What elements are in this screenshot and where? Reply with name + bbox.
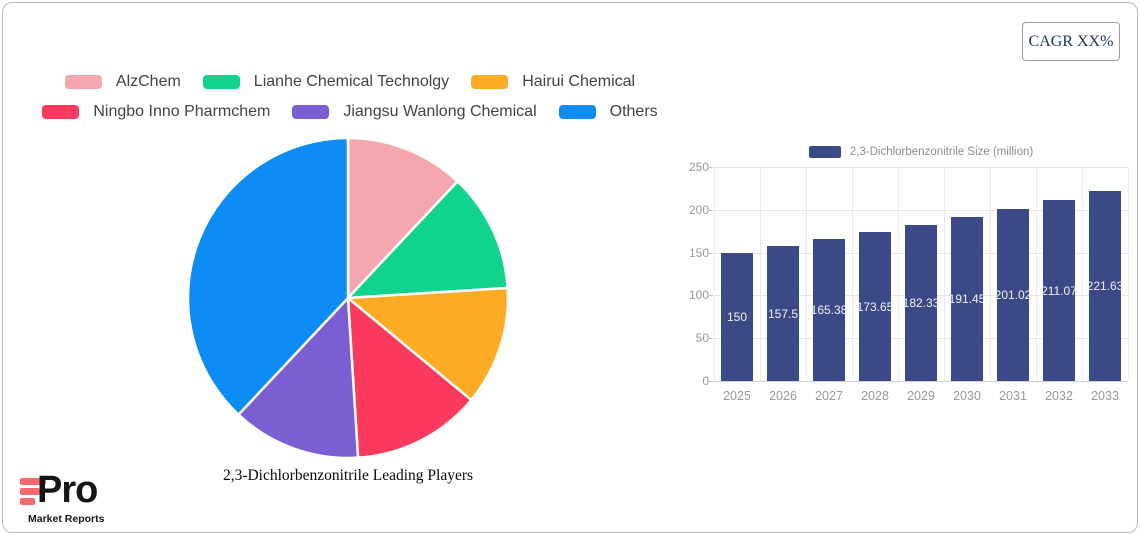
- legend-label: Ningbo Inno Pharmchem: [93, 103, 271, 120]
- bar-plot: 0 50 100 150 200 250 150 2025 157.5 2026 165.38 202…: [675, 140, 1140, 415]
- x-axis-tick-label: 2026: [769, 389, 797, 403]
- x-axis-tick-label: 2029: [907, 389, 935, 403]
- gridline-horizontal: [714, 209, 1128, 211]
- bar-series-legend[interactable]: 2,3-Dichlorbenzonitrile Size (million): [714, 146, 1128, 158]
- x-axis-tick-label: 2033: [1091, 389, 1119, 403]
- gridline-vertical: [1128, 167, 1129, 381]
- bar-2029: [905, 224, 937, 381]
- y-axis-tick-label: 0: [702, 374, 709, 388]
- y-axis-tick: [709, 252, 713, 254]
- logo-name: Pro: [37, 469, 98, 511]
- legend-item-ningbo-inno-pharmchem[interactable]: Ningbo Inno Pharmchem: [42, 103, 270, 121]
- pie-slice-hairui-chemical: [346, 286, 510, 402]
- legend-item-others[interactable]: Others: [558, 103, 658, 121]
- pie-slice-others: [186, 136, 350, 416]
- legend-label: AlzChem: [115, 73, 181, 90]
- pie-slice-alzchem: [346, 136, 459, 300]
- pie-slice-ningbo-inno-pharmchem: [346, 296, 473, 459]
- bar-legend-swatch: [808, 146, 841, 158]
- y-axis-tick-label: 100: [688, 288, 709, 303]
- bar-value-label: 191.45: [948, 292, 986, 307]
- legend-swatch: [558, 105, 596, 119]
- bar-2033: [1089, 191, 1121, 381]
- x-axis-tick-label: 2030: [953, 389, 981, 403]
- y-axis-tick-label: 250: [688, 160, 709, 174]
- gridline-vertical: [714, 167, 715, 381]
- bar-chart: 0 50 100 150 200 250 150 2025 157.5 2026 165.38 202…: [675, 140, 1140, 415]
- legend-item-jiangsu-wanlong-chemical[interactable]: Jiangsu Wanlong Chemical: [292, 103, 537, 121]
- pie-slice-jiangsu-wanlong-chemical: [237, 296, 360, 460]
- y-axis-tick-label: 50: [695, 331, 709, 346]
- legend-item-alzchem[interactable]: AlzChem: [64, 73, 181, 91]
- bar-2032: [1043, 200, 1075, 381]
- y-axis-tick: [709, 167, 713, 168]
- gridline-vertical: [852, 167, 853, 381]
- y-axis-tick-label: 200: [688, 202, 709, 217]
- bar-2027: [813, 239, 845, 381]
- legend-label: Hairui Chemical: [522, 73, 636, 90]
- legend-item-lianhe-chemical-technolgy[interactable]: Lianhe Chemical Technolgy: [202, 73, 450, 91]
- bar-2031: [997, 208, 1029, 381]
- gridline-vertical: [1036, 167, 1037, 381]
- pro-market-reports-logo: Pro Market Reports: [20, 471, 130, 528]
- legend-label: Lianhe Chemical Technolgy: [253, 73, 450, 90]
- y-axis-tick: [709, 338, 713, 340]
- legend-swatch: [42, 105, 80, 119]
- pie-slice-lianhe-chemical-technolgy: [346, 180, 509, 300]
- legend-label: Jiangsu Wanlong Chemical: [343, 103, 537, 120]
- y-axis-tick-label: 150: [688, 245, 709, 260]
- y-axis-tick: [709, 209, 713, 211]
- logo-bars-icon: [20, 478, 46, 505]
- bar-value-label: 201.02: [994, 287, 1032, 302]
- y-axis-tick: [709, 381, 713, 382]
- bar-2028: [859, 232, 891, 381]
- bar-legend-label: 2,3-Dichlorbenzonitrile Size (million): [849, 146, 1034, 158]
- bar-value-label: 173.65: [856, 299, 894, 314]
- legend-swatch: [292, 105, 330, 119]
- bar-2030: [951, 217, 983, 381]
- gridline-vertical: [1082, 167, 1083, 381]
- pie-legend: AlzChem Lianhe Chemical Technolgy Hairui C…: [10, 73, 690, 121]
- x-axis-tick-label: 2027: [815, 389, 843, 403]
- gridline-vertical: [898, 167, 899, 381]
- gridline-vertical: [760, 167, 761, 381]
- bar-value-label: 165.38: [810, 303, 848, 318]
- x-axis-tick-label: 2025: [723, 389, 751, 403]
- logo-tagline: Market Reports: [28, 513, 105, 525]
- bar-value-label: 211.07: [1041, 283, 1077, 298]
- legend-swatch: [471, 75, 509, 89]
- legend-swatch: [64, 75, 102, 89]
- bar-value-label: 150: [726, 309, 748, 324]
- pie-chart: [186, 136, 510, 460]
- cagr-badge: CAGR XX%: [1022, 22, 1120, 61]
- x-axis-tick-label: 2032: [1045, 389, 1073, 403]
- gridline-vertical: [944, 167, 945, 381]
- gridline-vertical: [990, 167, 991, 381]
- legend-label: Others: [609, 103, 658, 120]
- bar-2025: [721, 252, 753, 381]
- x-axis-tick-label: 2028: [861, 389, 889, 403]
- legend-swatch: [202, 75, 240, 89]
- bar-value-label: 221.63: [1086, 279, 1124, 294]
- pie-title: 2,3-Dichlorbenzonitrile Leading Players: [222, 467, 474, 484]
- gridline-vertical: [806, 167, 807, 381]
- bar-2026: [767, 246, 799, 381]
- bar-value-label: 157.5: [767, 306, 799, 321]
- gridline-horizontal: [714, 381, 1128, 382]
- gridline-horizontal: [714, 167, 1128, 168]
- x-axis-tick-label: 2031: [999, 389, 1027, 403]
- bar-value-label: 182.33: [902, 295, 940, 310]
- legend-item-hairui-chemical[interactable]: Hairui Chemical: [471, 73, 635, 91]
- y-axis-tick: [709, 295, 713, 297]
